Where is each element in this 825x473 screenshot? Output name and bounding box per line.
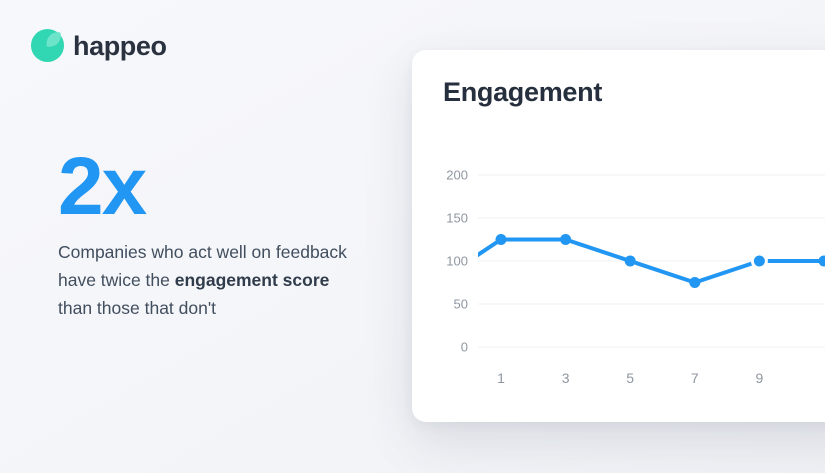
data-point <box>818 255 825 267</box>
x-tick-label: 5 <box>626 370 634 386</box>
data-point-highlighted <box>750 252 768 270</box>
engagement-card: Engagement 0 50 100 150 200 1 3 5 7 9 <box>412 50 825 422</box>
brand-logo: happeo <box>30 28 167 63</box>
y-tick-label: 100 <box>446 254 468 269</box>
engagement-line-chart: 0 50 100 150 200 1 3 5 7 9 <box>432 160 825 395</box>
stat-value: 2x <box>58 141 147 232</box>
happeo-logo-icon <box>30 28 65 63</box>
chart-canvas: 0 50 100 150 200 1 3 5 7 9 <box>446 168 825 386</box>
y-tick-label: 150 <box>446 211 468 226</box>
card-title: Engagement <box>443 77 603 107</box>
y-tick-label: 200 <box>446 168 468 183</box>
stat-description-line1: Companies who act well on feedback <box>58 242 347 262</box>
data-point <box>560 234 572 245</box>
stat-description-line3: than those that don't <box>58 298 217 318</box>
brand-wordmark: happeo <box>73 31 167 61</box>
data-point <box>689 277 701 288</box>
data-point <box>624 255 636 267</box>
stat-description-line2-prefix: have twice the <box>58 270 175 290</box>
y-tick-label: 0 <box>461 340 468 355</box>
logo-leaf <box>46 32 61 47</box>
x-tick-label: 1 <box>497 370 505 386</box>
x-tick-label: 7 <box>691 370 699 386</box>
stat-description-highlight: engagement score <box>174 270 330 290</box>
y-tick-label: 50 <box>454 297 468 312</box>
data-point <box>495 234 507 245</box>
stat-description: Companies who act well on feedback have t… <box>58 238 388 322</box>
x-tick-label: 9 <box>756 370 764 386</box>
x-tick-label: 3 <box>562 370 570 386</box>
